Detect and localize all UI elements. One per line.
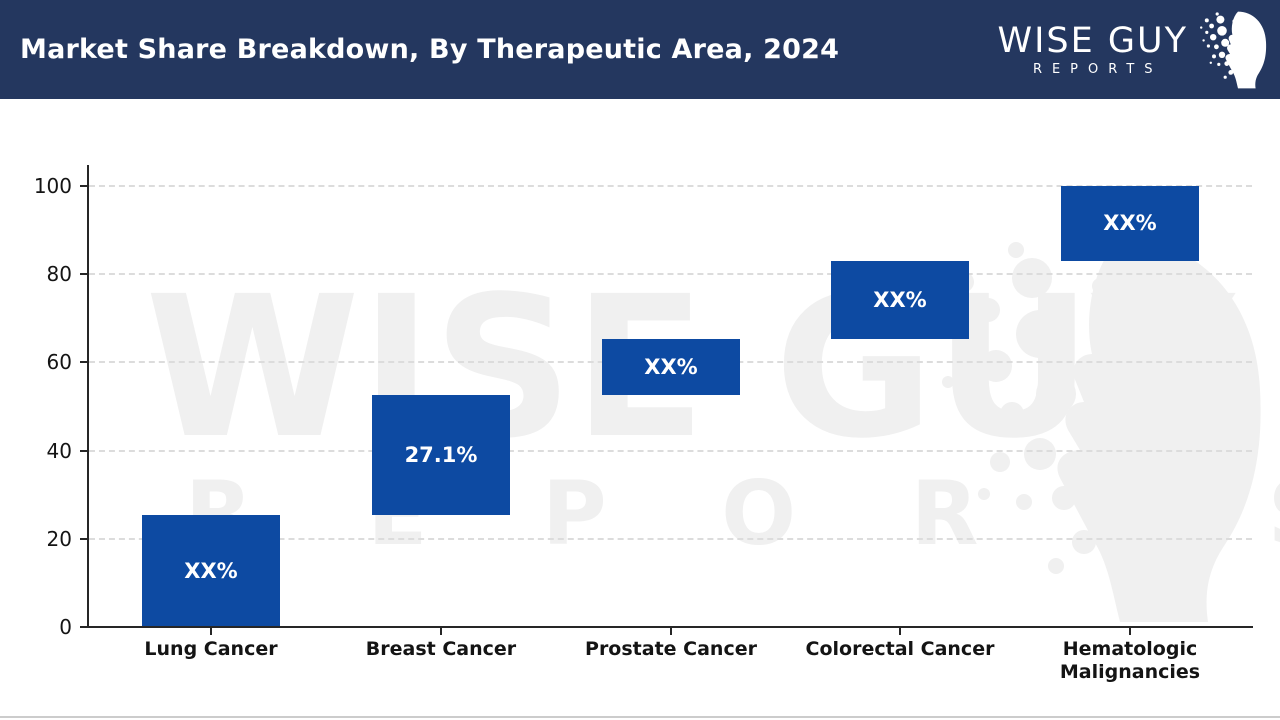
wise-guy-reports-logo: WISE GUY REPORTS [997,6,1280,94]
bar-value-label: XX% [184,558,238,583]
y-tick-20 [80,537,87,540]
bar-colorectal-cancer[interactable]: XX% [831,260,969,340]
y-tick-label-20: 20 [46,526,72,551]
y-tick-label-40: 40 [46,438,72,463]
logo-text: WISE GUY REPORTS [997,23,1188,77]
bar-lung-cancer[interactable]: XX% [142,514,280,627]
y-tick-0 [80,626,87,628]
gridline-80 [89,273,1252,276]
bar-breast-cancer[interactable]: 27.1% [372,395,510,515]
y-tick-80 [80,273,87,276]
x-tick-breast-cancer [440,628,442,635]
bar-prostate-cancer[interactable]: XX% [602,339,740,396]
y-tick-label-80: 80 [46,262,72,287]
y-tick-40 [80,449,87,452]
x-category-label-colorectal-cancer: Colorectal Cancer [805,638,995,660]
gridline-20 [89,537,1252,540]
x-category-label-breast-cancer: Breast Cancer [365,638,517,660]
x-tick-hematologic-malignancies [1129,628,1131,635]
x-tick-prostate-cancer [670,628,672,635]
x-axis-line [87,626,1253,628]
logo-wordmark: WISE GUY [997,20,1188,61]
logo-subtitle: REPORTS [1032,61,1163,77]
y-tick-60 [80,361,87,364]
x-tick-lung-cancer [210,628,212,635]
bar-value-label: XX% [1103,211,1157,236]
y-tick-label-0: 0 [59,615,72,639]
bar-value-label: XX% [873,288,927,313]
x-category-label-lung-cancer: Lung Cancer [144,638,278,660]
y-tick-label-60: 60 [46,350,72,375]
bar-hematologic-malignancies[interactable]: XX% [1061,186,1199,261]
x-category-label-hematologic-malignancies: Hematologic Malignancies [1059,638,1201,683]
bottom-divider [0,716,1280,718]
x-tick-colorectal-cancer [899,628,901,635]
y-tick-100 [80,185,87,187]
bar-value-label: 27.1% [404,443,478,468]
x-category-label-prostate-cancer: Prostate Cancer [585,638,757,660]
y-tick-label-100: 100 [33,174,72,198]
gridline-100 [89,185,1252,187]
y-axis-line [87,165,89,628]
gridline-40 [89,449,1252,452]
dotted-face-icon [1190,6,1270,94]
header-band: Market Share Breakdown, By Therapeutic A… [0,0,1280,99]
bar-value-label: XX% [644,355,698,380]
chart-title: Market Share Breakdown, By Therapeutic A… [20,34,840,65]
